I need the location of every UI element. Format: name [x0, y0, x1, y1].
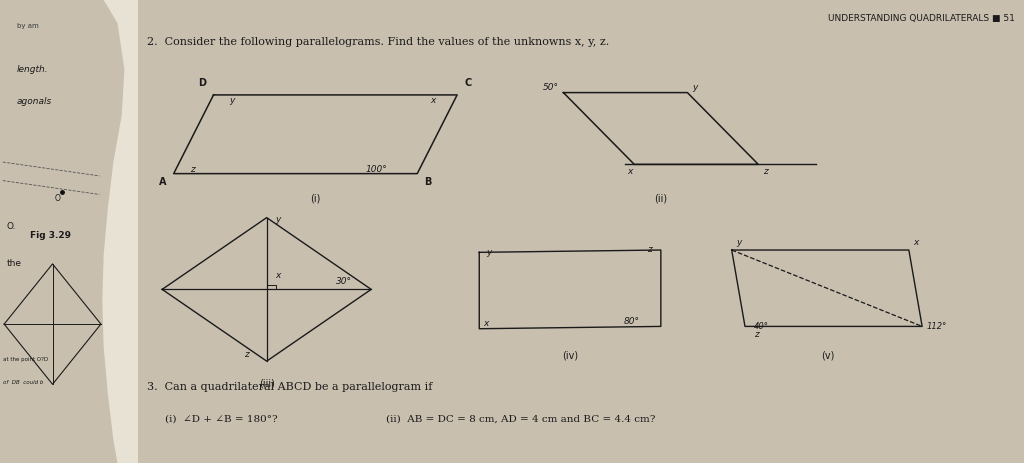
Text: x: x	[275, 271, 281, 280]
Text: x: x	[430, 96, 436, 105]
Text: y: y	[229, 96, 234, 105]
Text: (iv): (iv)	[562, 351, 579, 361]
Text: 100°: 100°	[366, 165, 388, 174]
Text: at the point O?D: at the point O?D	[3, 357, 48, 362]
Text: 112°: 112°	[927, 322, 947, 331]
Text: y: y	[736, 238, 741, 247]
Text: y: y	[486, 248, 492, 257]
Text: of  DB  could b: of DB could b	[3, 380, 43, 385]
Text: UNDERSTANDING QUADRILATERALS ■ 51: UNDERSTANDING QUADRILATERALS ■ 51	[828, 14, 1015, 23]
Text: D: D	[199, 78, 207, 88]
Text: y: y	[692, 83, 697, 92]
Text: C: C	[464, 78, 471, 88]
Text: (iii): (iii)	[259, 379, 274, 388]
Text: 50°: 50°	[543, 83, 559, 92]
Text: (i): (i)	[310, 194, 321, 203]
Text: y: y	[275, 215, 281, 224]
Text: A: A	[159, 177, 167, 188]
Text: z: z	[189, 165, 195, 174]
Text: B: B	[424, 177, 432, 188]
Text: 40°: 40°	[754, 322, 769, 331]
Text: 80°: 80°	[624, 317, 640, 326]
Text: O.: O.	[7, 222, 16, 231]
Text: 30°: 30°	[336, 277, 352, 286]
Text: length.: length.	[16, 65, 48, 74]
Text: the: the	[7, 259, 22, 268]
Text: by am: by am	[16, 23, 38, 29]
Text: x: x	[913, 238, 919, 247]
Text: (i)  ∠D + ∠B = 180°?: (i) ∠D + ∠B = 180°?	[165, 414, 278, 423]
Text: agonals: agonals	[16, 97, 52, 106]
Text: z: z	[245, 350, 249, 359]
Text: z: z	[647, 245, 652, 254]
Text: z: z	[754, 330, 759, 338]
Text: (ii): (ii)	[654, 194, 668, 203]
Text: x: x	[483, 319, 489, 328]
Text: x: x	[627, 167, 633, 175]
Polygon shape	[102, 0, 138, 463]
Text: O: O	[55, 194, 61, 203]
Text: 3.  Can a quadrilateral ABCD be a parallelogram if: 3. Can a quadrilateral ABCD be a paralle…	[147, 382, 432, 392]
Text: Fig 3.29: Fig 3.29	[31, 232, 72, 240]
Text: 2.  Consider the following parallelograms. Find the values of the unknowns x, y,: 2. Consider the following parallelograms…	[147, 37, 609, 47]
Text: (ii)  AB = DC = 8 cm, AD = 4 cm and BC = 4.4 cm?: (ii) AB = DC = 8 cm, AD = 4 cm and BC = …	[386, 414, 655, 423]
Text: (v): (v)	[820, 351, 835, 361]
Text: z: z	[763, 167, 767, 175]
